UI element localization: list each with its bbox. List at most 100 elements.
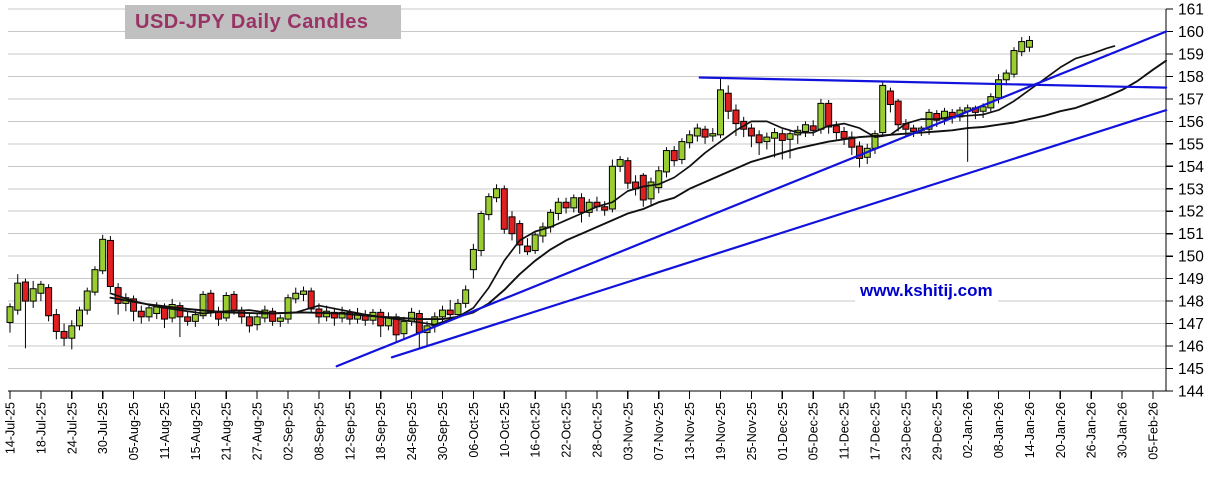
- candle: [771, 132, 779, 139]
- candle: [462, 289, 470, 304]
- candle: [469, 248, 477, 271]
- y-tick-label: 157: [1178, 91, 1204, 108]
- x-tick-label: 13-Nov-25: [683, 402, 697, 460]
- y-tick-label: 159: [1178, 46, 1204, 63]
- candle: [601, 206, 609, 211]
- x-tick-label: 21-Aug-25: [220, 402, 234, 460]
- x-tick-label: 25-Nov-25: [745, 402, 759, 460]
- y-tick-label: 155: [1178, 136, 1204, 153]
- x-tick-label: 24-Jul-25: [65, 402, 79, 454]
- candle: [83, 290, 91, 311]
- y-tick-label: 150: [1178, 249, 1204, 266]
- y-tick-label: 161: [1178, 2, 1204, 19]
- candle: [284, 297, 292, 320]
- candle: [408, 311, 416, 322]
- x-tick-label: 08-Jan-26: [992, 402, 1006, 458]
- x-tick-label: 11-Aug-25: [158, 402, 172, 459]
- candle: [199, 293, 207, 317]
- candle: [585, 201, 593, 213]
- y-tick-label: 149: [1178, 271, 1204, 288]
- candle: [655, 170, 663, 189]
- candle: [1025, 39, 1033, 48]
- candle: [662, 150, 670, 173]
- x-tick-label: 30-Sep-25: [436, 402, 450, 460]
- watermark-link[interactable]: www.kshitij.com: [855, 280, 998, 302]
- trendline-horizontal-resistance: [698, 76, 1168, 89]
- candle: [292, 292, 300, 300]
- candle: [6, 306, 14, 323]
- trendline-rising-support-major: [335, 30, 1168, 368]
- x-tick-label: 23-Dec-25: [899, 402, 913, 460]
- y-tick-label: 144: [1178, 384, 1204, 401]
- candle: [562, 201, 570, 209]
- y-tick-label: 156: [1178, 114, 1204, 131]
- candle: [99, 238, 107, 272]
- x-tick-label: 05-Dec-25: [807, 402, 821, 460]
- candle: [755, 134, 763, 144]
- candle: [307, 290, 315, 310]
- candle: [1018, 41, 1026, 53]
- candle: [184, 316, 192, 322]
- candle: [925, 111, 933, 130]
- x-tick-label: 28-Oct-25: [590, 402, 604, 458]
- x-tick-label: 17-Dec-25: [868, 402, 882, 460]
- candle: [21, 281, 29, 302]
- candle: [438, 309, 446, 318]
- candle: [840, 130, 848, 139]
- candle: [493, 188, 501, 199]
- candle: [191, 314, 199, 322]
- x-tick-label: 18-Jul-25: [34, 402, 48, 454]
- candle: [91, 269, 99, 293]
- candle: [377, 311, 385, 327]
- candle: [979, 106, 987, 112]
- candle: [554, 201, 562, 214]
- candle: [1010, 50, 1018, 75]
- candle: [717, 89, 725, 136]
- candle: [60, 330, 68, 339]
- candle: [701, 128, 709, 138]
- candle: [747, 127, 755, 137]
- candle: [485, 196, 493, 216]
- candle: [245, 316, 253, 327]
- candle: [106, 239, 114, 288]
- candle: [76, 309, 84, 327]
- y-tick-label: 147: [1178, 316, 1204, 333]
- y-tick-label: 146: [1178, 339, 1204, 356]
- ma-fast-line: [109, 45, 1116, 326]
- x-tick-label: 26-Jan-26: [1085, 402, 1099, 458]
- candle: [45, 287, 53, 317]
- candle: [276, 317, 284, 322]
- ma-slow-line: [109, 59, 1168, 321]
- candle: [763, 136, 771, 143]
- candle: [624, 160, 632, 184]
- candle: [832, 125, 840, 134]
- candle: [338, 311, 346, 319]
- x-tick-label: 14-Jul-25: [4, 402, 18, 454]
- x-tick-label: 02-Sep-25: [282, 402, 296, 460]
- candle: [477, 212, 485, 252]
- candle: [786, 133, 794, 140]
- candle: [616, 159, 624, 167]
- candle: [508, 216, 516, 235]
- x-tick-label: 08-Sep-25: [312, 402, 326, 460]
- candle: [856, 145, 864, 159]
- candle: [446, 309, 454, 316]
- candle: [230, 293, 238, 311]
- candle: [570, 197, 578, 209]
- candle: [894, 100, 902, 126]
- candle: [539, 226, 547, 237]
- candle: [848, 136, 856, 148]
- candle: [910, 127, 918, 132]
- candle: [817, 102, 825, 130]
- candle: [933, 112, 941, 121]
- candle: [709, 133, 717, 137]
- x-tick-label: 07-Nov-25: [652, 402, 666, 460]
- candle: [724, 92, 732, 112]
- candle: [400, 320, 408, 335]
- candle: [37, 283, 45, 294]
- x-tick-label: 12-Sep-25: [343, 402, 357, 460]
- candle: [886, 90, 894, 105]
- candle: [547, 211, 555, 228]
